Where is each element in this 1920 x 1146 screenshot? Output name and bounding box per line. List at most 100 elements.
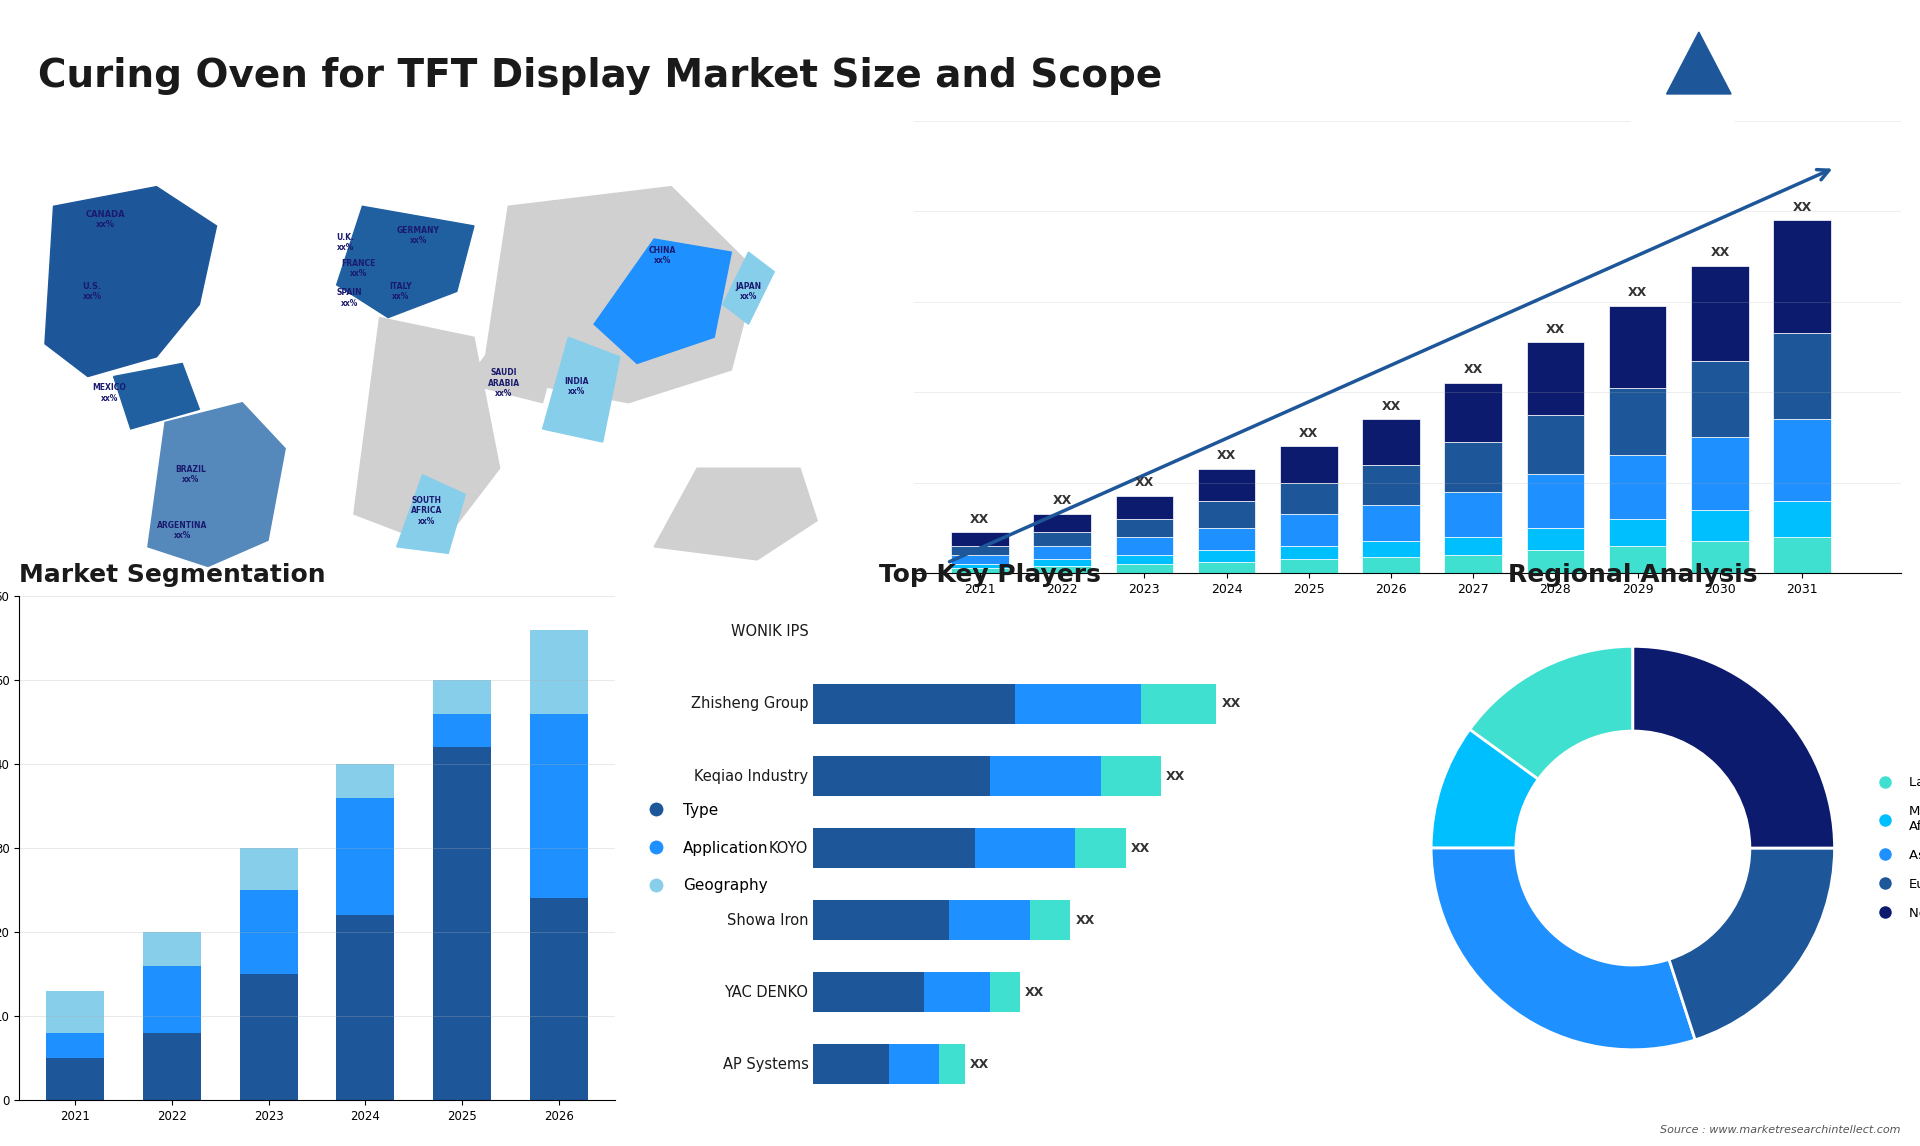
- Text: ITALY
xx%: ITALY xx%: [390, 282, 413, 301]
- Polygon shape: [543, 337, 620, 442]
- Text: XX: XX: [1793, 201, 1812, 213]
- Bar: [1100, 756, 1162, 795]
- Text: Zhisheng Group: Zhisheng Group: [691, 697, 808, 712]
- Bar: [1526, 343, 1584, 415]
- Text: Source : www.marketresearchintellect.com: Source : www.marketresearchintellect.com: [1661, 1124, 1901, 1135]
- Text: FRANCE
xx%: FRANCE xx%: [342, 259, 374, 278]
- Bar: [240, 848, 298, 890]
- Bar: [814, 756, 991, 795]
- Bar: [1116, 496, 1173, 519]
- Bar: [1526, 473, 1584, 528]
- Wedge shape: [1430, 848, 1695, 1050]
- Polygon shape: [113, 363, 200, 429]
- Text: SAUDI
ARABIA
xx%: SAUDI ARABIA xx%: [488, 368, 520, 398]
- Bar: [1444, 555, 1501, 573]
- Bar: [1774, 220, 1832, 333]
- Bar: [950, 901, 1029, 940]
- Text: YAC DENKO: YAC DENKO: [724, 984, 808, 999]
- Bar: [1075, 829, 1125, 868]
- Bar: [1033, 532, 1091, 545]
- Bar: [1361, 464, 1419, 505]
- Bar: [950, 545, 1008, 555]
- Bar: [1692, 541, 1749, 573]
- Legend: Latin America, Middle East &
Africa, Asia Pacific, Europe, North America: Latin America, Middle East & Africa, Asi…: [1866, 771, 1920, 925]
- Bar: [814, 684, 1016, 724]
- Bar: [950, 568, 1008, 573]
- Bar: [1281, 559, 1338, 573]
- Bar: [432, 714, 492, 747]
- Text: SOUTH
AFRICA
xx%: SOUTH AFRICA xx%: [411, 496, 442, 526]
- Bar: [1692, 510, 1749, 541]
- Bar: [814, 1044, 889, 1084]
- Bar: [142, 966, 202, 1033]
- Bar: [1444, 492, 1501, 536]
- Text: XX: XX: [1135, 477, 1154, 489]
- Bar: [991, 972, 1020, 1012]
- Text: U.K.
xx%: U.K. xx%: [336, 233, 353, 252]
- Text: JAPAN
xx%: JAPAN xx%: [735, 282, 762, 301]
- Bar: [1609, 306, 1667, 387]
- Title: Regional Analysis: Regional Analysis: [1507, 563, 1757, 587]
- Bar: [950, 555, 1008, 564]
- Bar: [1774, 419, 1832, 501]
- Bar: [1281, 515, 1338, 545]
- Text: XX: XX: [1217, 449, 1236, 462]
- Text: XX: XX: [1052, 494, 1071, 508]
- Bar: [46, 991, 104, 1033]
- Text: CHINA
xx%: CHINA xx%: [649, 245, 676, 265]
- Bar: [1774, 501, 1832, 536]
- Polygon shape: [465, 324, 561, 402]
- Bar: [975, 829, 1075, 868]
- Text: Curing Oven for TFT Display Market Size and Scope: Curing Oven for TFT Display Market Size …: [38, 57, 1164, 95]
- Text: CANADA
xx%: CANADA xx%: [84, 210, 125, 229]
- Bar: [1033, 566, 1091, 573]
- Bar: [950, 564, 1008, 568]
- Bar: [240, 890, 298, 974]
- Text: XX: XX: [1131, 841, 1150, 855]
- Polygon shape: [397, 474, 465, 554]
- Polygon shape: [722, 252, 774, 324]
- Text: KOYO: KOYO: [770, 840, 808, 856]
- Bar: [889, 1044, 939, 1084]
- Text: XX: XX: [970, 512, 989, 526]
- Bar: [1198, 469, 1256, 501]
- Wedge shape: [1632, 646, 1834, 848]
- Bar: [1033, 559, 1091, 566]
- Bar: [814, 901, 950, 940]
- Bar: [1444, 536, 1501, 555]
- Text: BRAZIL
xx%: BRAZIL xx%: [175, 465, 205, 485]
- Circle shape: [1517, 731, 1749, 965]
- Bar: [1198, 562, 1256, 573]
- Text: XX: XX: [1380, 400, 1400, 413]
- Polygon shape: [44, 187, 217, 377]
- Bar: [1140, 684, 1217, 724]
- Text: XX: XX: [1075, 913, 1094, 927]
- Polygon shape: [593, 240, 732, 363]
- Text: XX: XX: [1221, 698, 1240, 711]
- Text: U.S.
xx%: U.S. xx%: [83, 282, 102, 301]
- Polygon shape: [1667, 32, 1732, 94]
- Text: WONIK IPS: WONIK IPS: [732, 625, 808, 639]
- Wedge shape: [1430, 730, 1538, 848]
- Bar: [1198, 501, 1256, 528]
- Bar: [1198, 550, 1256, 562]
- Bar: [1692, 438, 1749, 510]
- Text: AP Systems: AP Systems: [722, 1057, 808, 1072]
- Bar: [1029, 901, 1069, 940]
- Bar: [1609, 455, 1667, 519]
- Title: Top Key Players: Top Key Players: [879, 563, 1100, 587]
- Bar: [1116, 555, 1173, 564]
- Text: XX: XX: [970, 1058, 989, 1070]
- Bar: [1361, 419, 1419, 464]
- Bar: [1526, 415, 1584, 473]
- Bar: [1361, 557, 1419, 573]
- Text: GERMANY
xx%: GERMANY xx%: [397, 226, 440, 245]
- Bar: [240, 974, 298, 1100]
- Polygon shape: [336, 206, 474, 317]
- Bar: [1361, 505, 1419, 541]
- Polygon shape: [482, 187, 756, 402]
- Wedge shape: [1469, 646, 1632, 779]
- Bar: [814, 972, 924, 1012]
- Bar: [46, 1033, 104, 1058]
- Text: Keqiao Industry: Keqiao Industry: [695, 769, 808, 784]
